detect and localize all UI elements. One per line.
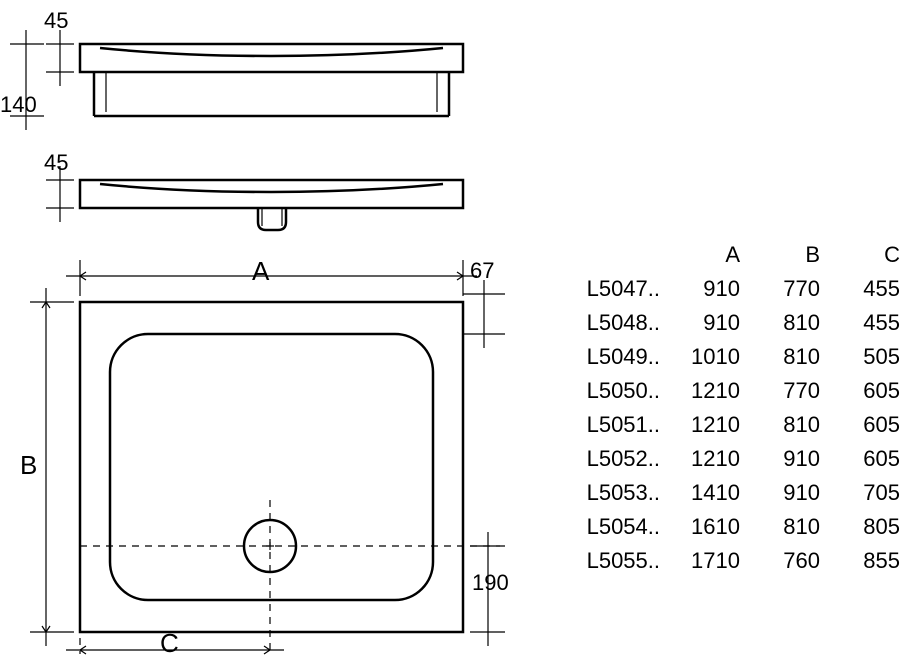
- col-code-header: [520, 238, 660, 272]
- cell-code: L5051..: [520, 408, 660, 442]
- cell-code: L5055..: [520, 544, 660, 578]
- col-c-header: C: [820, 238, 900, 272]
- cell-C: 605: [820, 374, 900, 408]
- dim-45-mid: 45: [44, 150, 68, 176]
- cell-code: L5049..: [520, 340, 660, 374]
- cell-A: 1410: [660, 476, 740, 510]
- cell-A: 1610: [660, 510, 740, 544]
- table-row: L5052..1210910605: [520, 442, 900, 476]
- cell-A: 1010: [660, 340, 740, 374]
- table-row: L5047..910770455: [520, 272, 900, 306]
- cell-A: 910: [660, 272, 740, 306]
- cell-B: 760: [740, 544, 820, 578]
- dim-C: C: [160, 628, 179, 659]
- cell-A: 1710: [660, 544, 740, 578]
- table-row: L5053..1410910705: [520, 476, 900, 510]
- cell-B: 810: [740, 340, 820, 374]
- table-row: L5050..1210770605: [520, 374, 900, 408]
- cell-B: 810: [740, 408, 820, 442]
- cell-code: L5047..: [520, 272, 660, 306]
- col-a-header: A: [660, 238, 740, 272]
- cell-A: 1210: [660, 374, 740, 408]
- cell-B: 910: [740, 476, 820, 510]
- cell-code: L5054..: [520, 510, 660, 544]
- cell-B: 810: [740, 510, 820, 544]
- table-row: L5054..1610810805: [520, 510, 900, 544]
- cell-C: 605: [820, 442, 900, 476]
- cell-A: 1210: [660, 408, 740, 442]
- cell-C: 455: [820, 306, 900, 340]
- cell-C: 455: [820, 272, 900, 306]
- dim-67: 67: [470, 258, 494, 284]
- cell-code: L5053..: [520, 476, 660, 510]
- table-header-row: A B C: [520, 238, 900, 272]
- cell-C: 505: [820, 340, 900, 374]
- dim-A: A: [252, 256, 269, 287]
- technical-drawing: 45 140 45 A 67 B 190 C A B C L5047..9107…: [0, 0, 921, 655]
- dim-B: B: [20, 450, 37, 481]
- cell-C: 855: [820, 544, 900, 578]
- cell-C: 705: [820, 476, 900, 510]
- dim-45-top: 45: [44, 8, 68, 34]
- cell-B: 810: [740, 306, 820, 340]
- cell-B: 770: [740, 272, 820, 306]
- dim-190: 190: [472, 570, 509, 596]
- cell-A: 910: [660, 306, 740, 340]
- col-b-header: B: [740, 238, 820, 272]
- cell-code: L5052..: [520, 442, 660, 476]
- cell-code: L5050..: [520, 374, 660, 408]
- cell-C: 805: [820, 510, 900, 544]
- table-row: L5049..1010810505: [520, 340, 900, 374]
- table-row: L5051..1210810605: [520, 408, 900, 442]
- table-row: L5048..910810455: [520, 306, 900, 340]
- cell-B: 910: [740, 442, 820, 476]
- dimension-table: A B C L5047..910770455L5048..910810455L5…: [520, 238, 900, 578]
- cell-C: 605: [820, 408, 900, 442]
- cell-B: 770: [740, 374, 820, 408]
- cell-code: L5048..: [520, 306, 660, 340]
- cell-A: 1210: [660, 442, 740, 476]
- dim-140: 140: [0, 92, 37, 118]
- table-row: L5055..1710760855: [520, 544, 900, 578]
